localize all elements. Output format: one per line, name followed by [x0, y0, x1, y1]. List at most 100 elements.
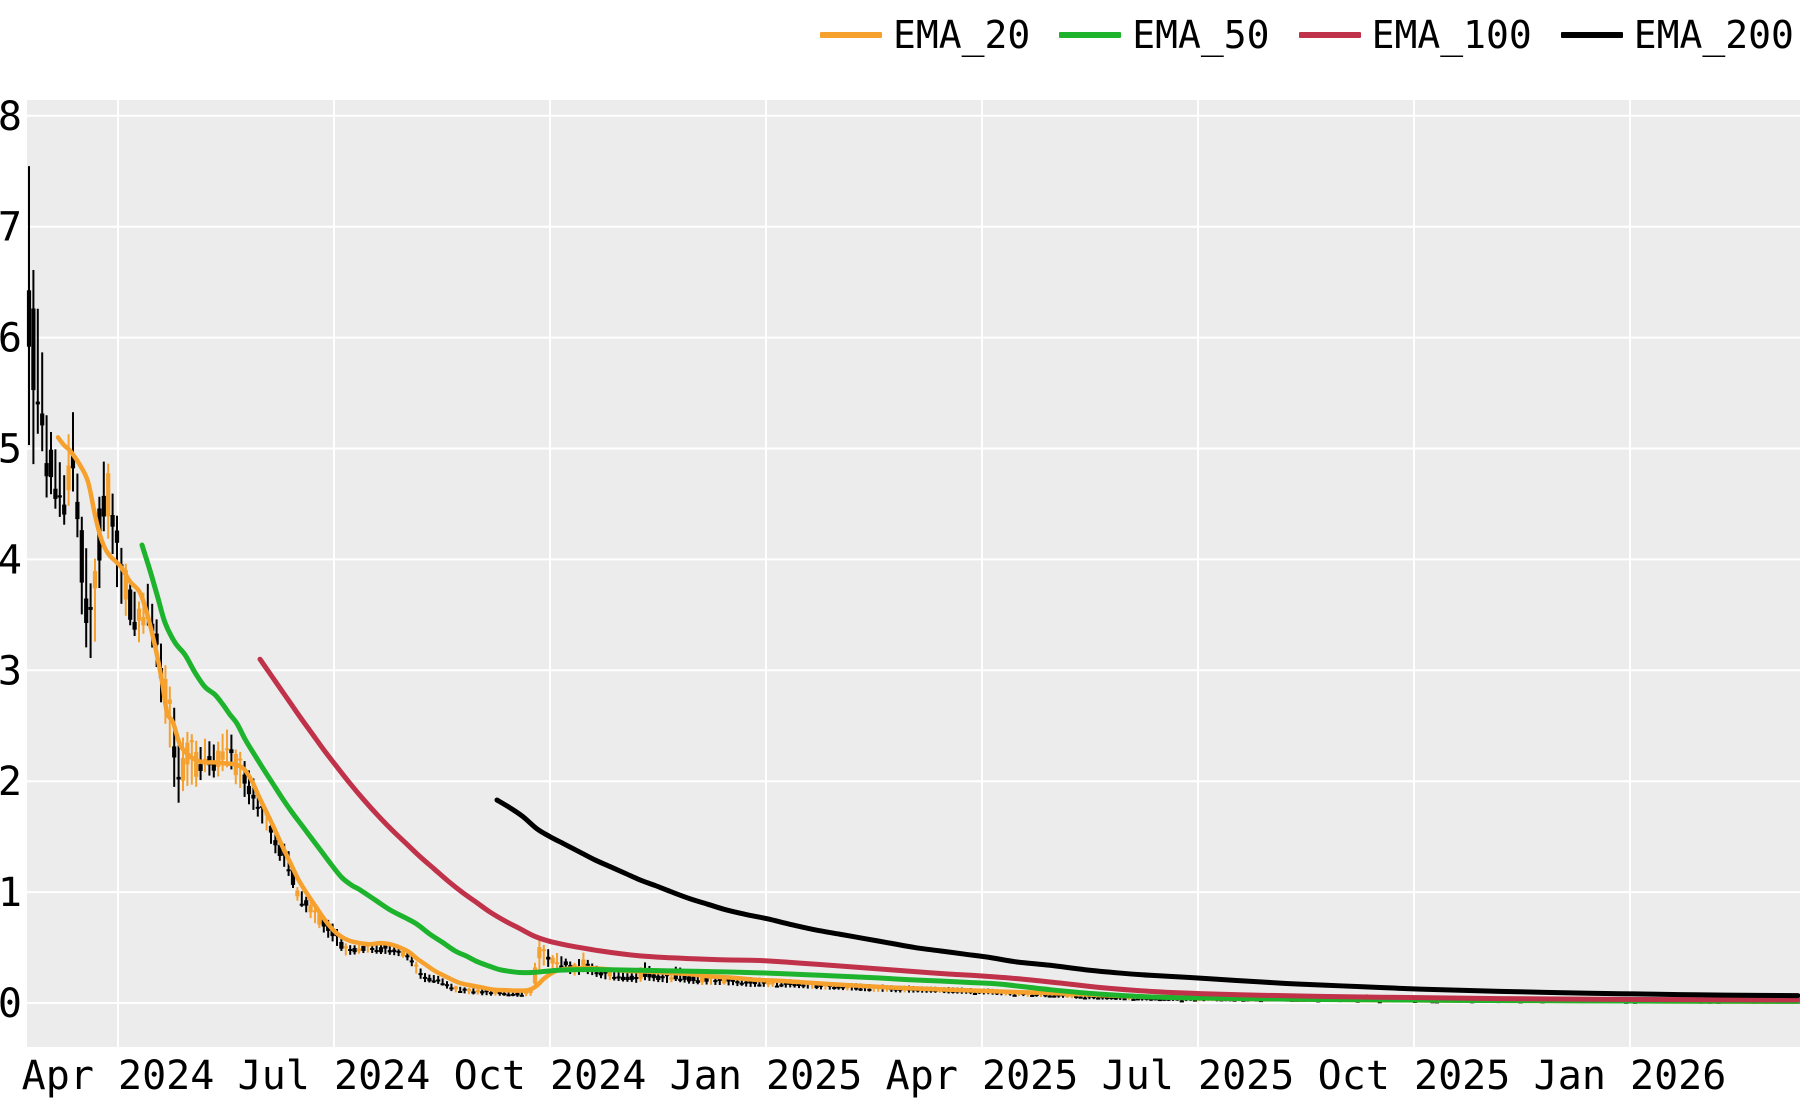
- candle-body: [1179, 1000, 1184, 1003]
- candle-body: [493, 991, 498, 994]
- candle-body: [1157, 999, 1162, 1002]
- candle-body: [317, 913, 322, 925]
- candle-body: [1074, 996, 1079, 998]
- candle-body: [814, 983, 819, 988]
- candle-body: [92, 571, 98, 589]
- svg-text:Apr 2024: Apr 2024: [22, 1053, 215, 1099]
- candle-body: [198, 764, 203, 771]
- candle-body: [1122, 998, 1127, 1001]
- candle-body: [748, 981, 753, 984]
- candle-body: [638, 972, 643, 979]
- candle-body: [682, 973, 687, 980]
- candle-body: [1052, 995, 1057, 998]
- candle-body: [559, 965, 564, 968]
- candle-body: [392, 949, 397, 953]
- candle-body: [216, 750, 221, 767]
- candle-body: [356, 948, 362, 952]
- candle-body: [1148, 998, 1154, 1001]
- candle-body: [1192, 999, 1198, 1002]
- candle-body: [722, 977, 727, 984]
- candle-body: [343, 946, 348, 949]
- candle-body: [180, 758, 186, 781]
- candle-body: [220, 751, 225, 760]
- candle-body: [651, 974, 656, 979]
- svg-text:2: 2: [0, 759, 22, 805]
- candle-body: [211, 764, 216, 771]
- gridlines: [27, 100, 1800, 1047]
- candle-body: [1043, 994, 1048, 997]
- ema50-line-swatch-icon: [1059, 32, 1122, 38]
- candle-body: [673, 973, 678, 980]
- candle-body: [321, 919, 326, 927]
- candle-body: [686, 976, 692, 982]
- candle-body: [436, 979, 441, 982]
- candle-body: [202, 758, 208, 761]
- candle-body: [695, 980, 700, 983]
- candle-body: [405, 955, 410, 958]
- legend-item-ema20: EMA_20: [820, 16, 1030, 54]
- candle-body: [700, 977, 705, 983]
- candle-body: [1012, 994, 1017, 997]
- candle-body: [330, 929, 335, 937]
- candle-body: [691, 976, 696, 981]
- candle-body: [1096, 997, 1101, 1000]
- candle-body: [418, 973, 423, 976]
- legend-item-ema100: EMA_100: [1298, 16, 1532, 54]
- candle-body: [141, 617, 146, 626]
- candle-body: [594, 972, 599, 975]
- svg-text:4: 4: [0, 537, 22, 583]
- candle-body: [488, 992, 494, 995]
- candle-body: [44, 463, 49, 477]
- candle-body: [444, 984, 450, 987]
- candle-body: [598, 972, 604, 976]
- legend-label: EMA_200: [1633, 13, 1794, 57]
- candle-body: [57, 495, 62, 498]
- candle-body: [502, 993, 507, 996]
- candle-body: [400, 950, 406, 957]
- candle-body: [449, 987, 454, 990]
- candle-body: [563, 961, 568, 966]
- y-axis-tick-labels: 0 1 2 3 4 5 6 7 8: [0, 94, 22, 1027]
- ema100-line-swatch-icon: [1298, 32, 1361, 38]
- ema_100-line: [257, 656, 1800, 1003]
- candle-body: [189, 740, 194, 743]
- candle-body: [528, 991, 533, 993]
- svg-text:7: 7: [0, 205, 22, 251]
- svg-text:Oct 2025: Oct 2025: [1318, 1053, 1511, 1099]
- candle-body: [453, 986, 458, 990]
- candle-body: [374, 950, 379, 952]
- candle-body: [348, 949, 353, 951]
- svg-text:8: 8: [0, 94, 22, 140]
- candle-body: [295, 890, 300, 897]
- candle-body: [62, 504, 67, 515]
- candle-body: [251, 794, 256, 799]
- plot-area: [27, 100, 1800, 1047]
- legend-item-ema200: EMA_200: [1560, 13, 1794, 57]
- candle-body: [717, 978, 722, 981]
- candle-body: [726, 979, 731, 982]
- candle-body: [462, 988, 467, 991]
- candle-body: [642, 972, 648, 977]
- candle-body: [1034, 994, 1039, 996]
- candle-body: [75, 501, 80, 520]
- candle-body: [572, 964, 577, 967]
- candle-body: [154, 633, 159, 645]
- svg-text:5: 5: [0, 427, 22, 473]
- candle-body: [396, 950, 401, 953]
- candle-body: [1030, 995, 1035, 997]
- candle-body: [603, 971, 608, 974]
- candle-body: [286, 869, 291, 872]
- candle-body: [101, 495, 106, 517]
- candle-body: [497, 992, 502, 995]
- candle-body: [255, 806, 260, 809]
- candle-body: [361, 946, 366, 951]
- candle-body: [616, 976, 621, 979]
- candle-body: [757, 984, 762, 987]
- candle-body: [506, 994, 511, 997]
- candle-body: [1109, 997, 1114, 999]
- candle-body: [774, 985, 780, 988]
- candle-body: [739, 982, 744, 985]
- legend-item-ema50: EMA_50: [1059, 16, 1270, 54]
- candle-body: [1078, 996, 1083, 999]
- candle-body: [308, 905, 313, 913]
